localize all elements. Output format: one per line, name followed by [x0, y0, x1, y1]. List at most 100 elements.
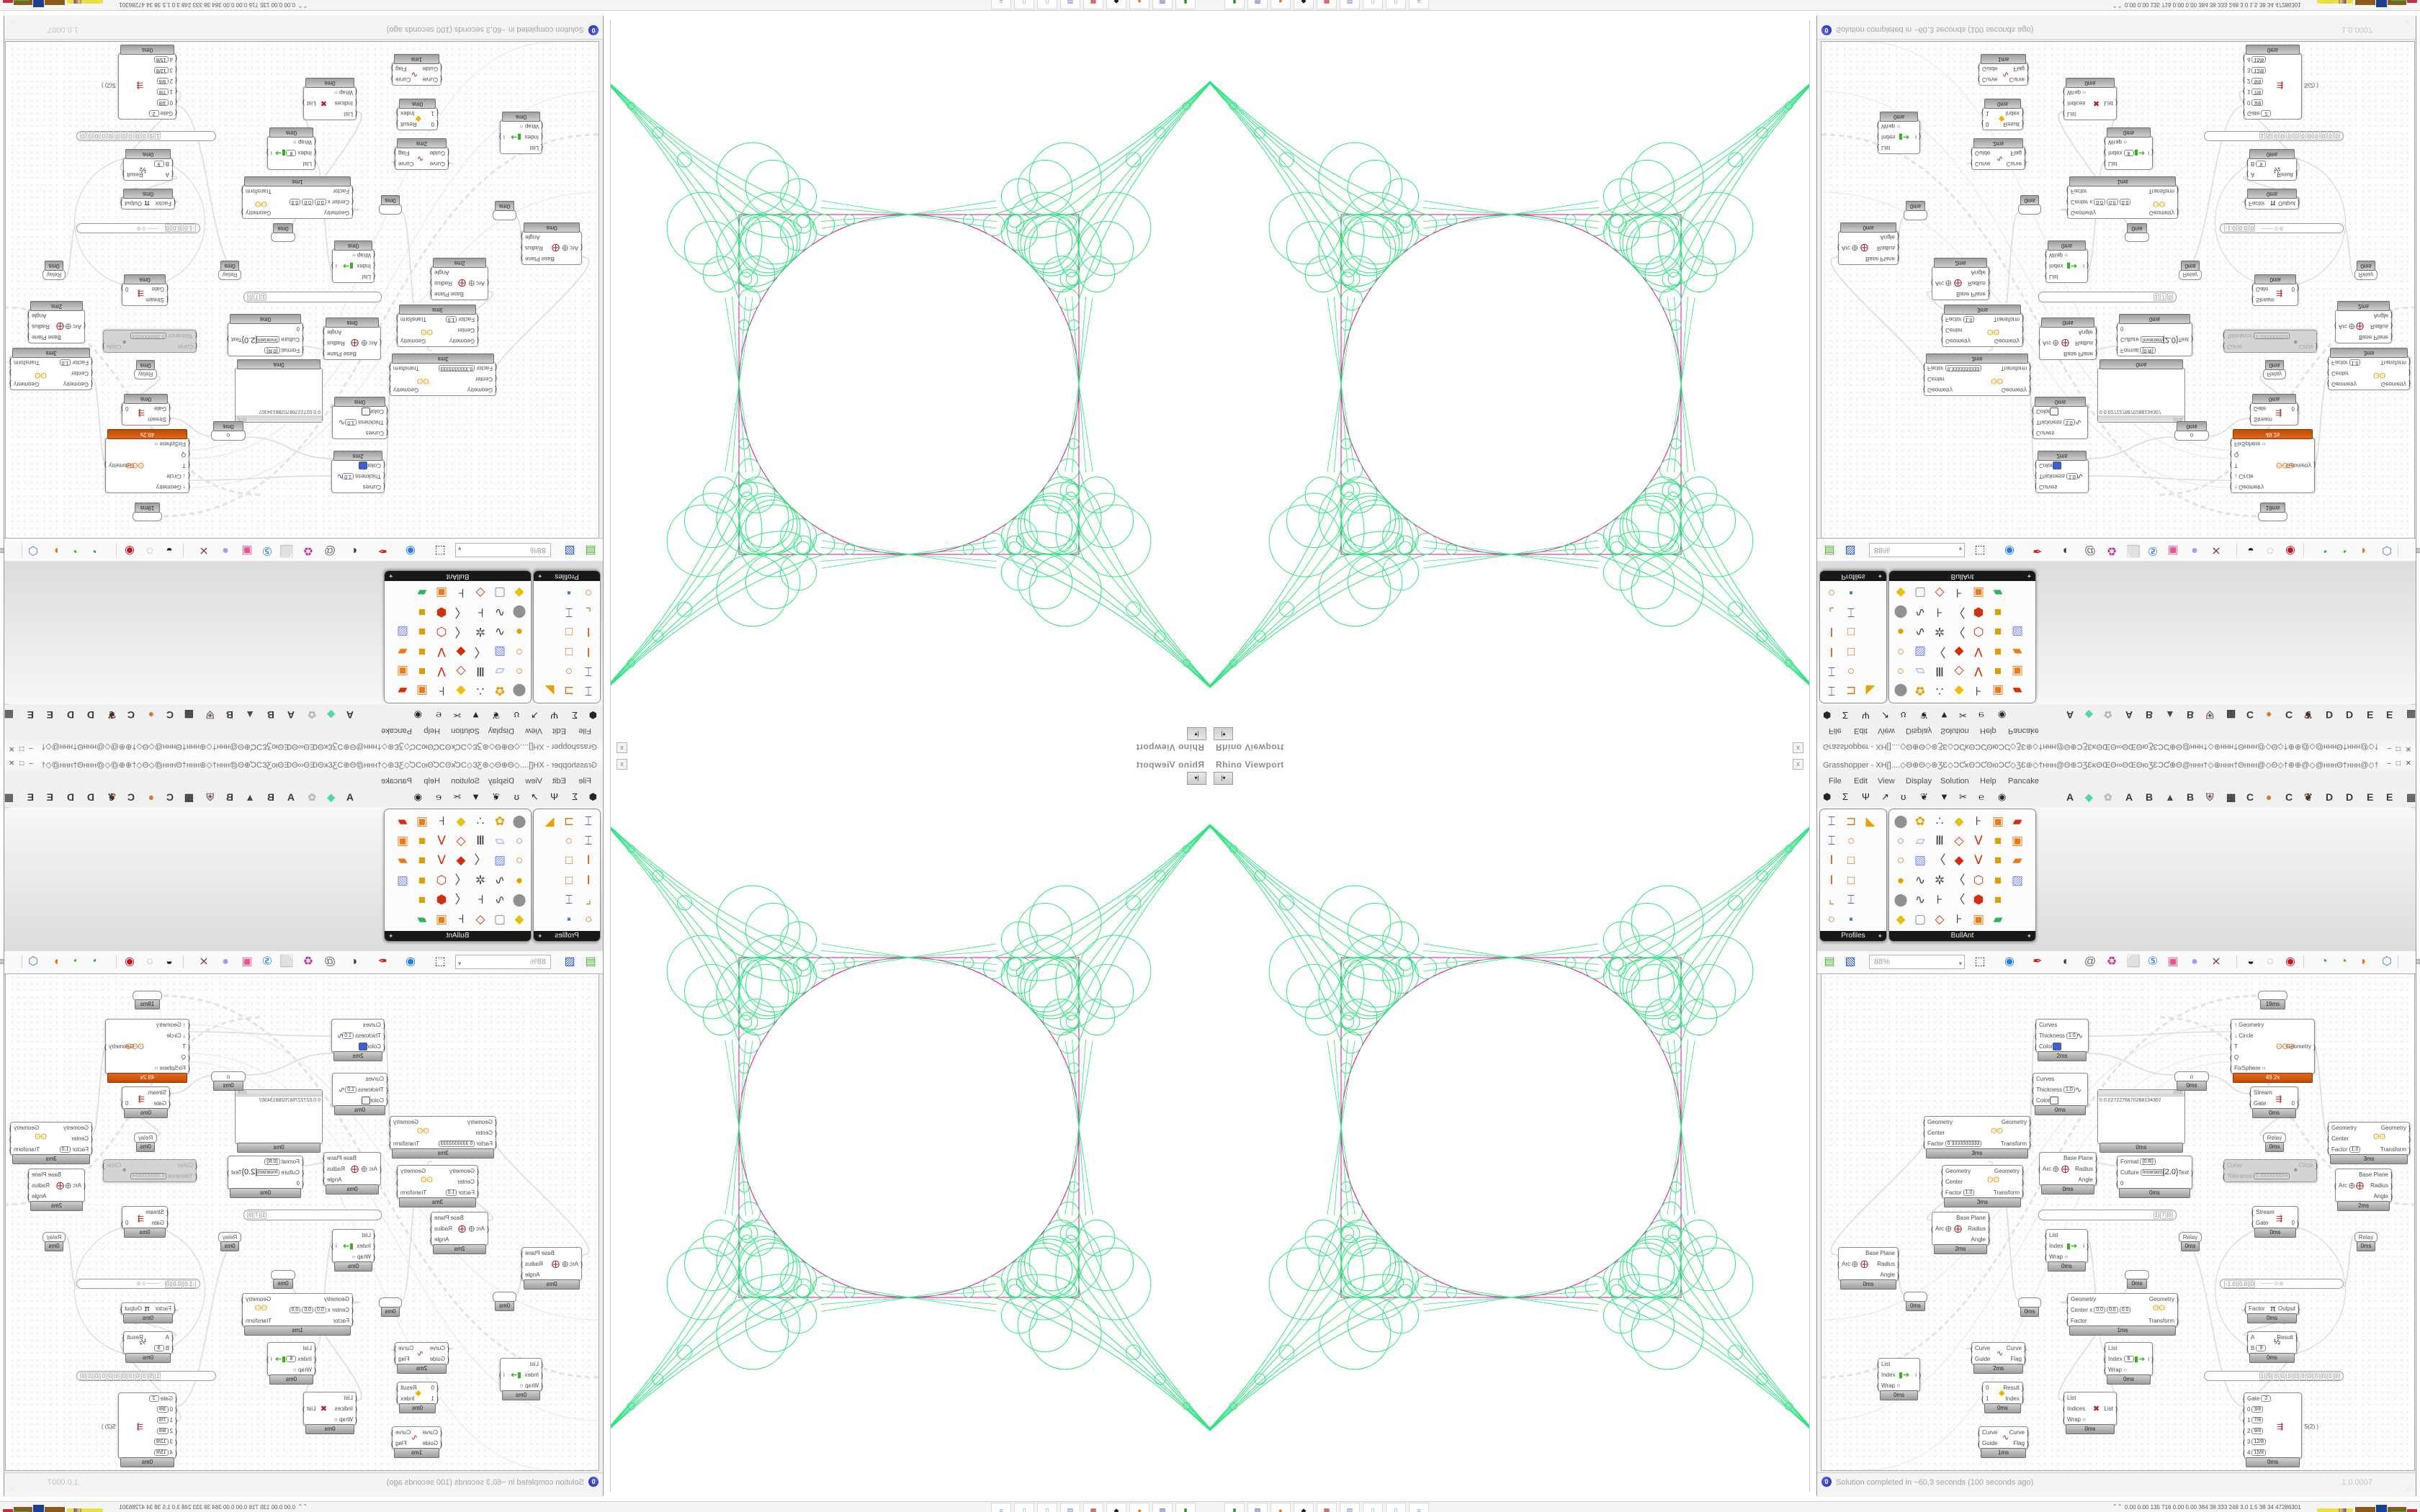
palette-component-icon[interactable]: ▣	[396, 665, 409, 679]
notepad-app-icon[interactable]: ▯	[1037, 1503, 1057, 1512]
palette-component-icon[interactable]: ▣	[1972, 585, 1985, 600]
sketch-pen-icon[interactable]: ✒	[377, 955, 387, 968]
notepad2-app-icon[interactable]: ▯	[1014, 1503, 1034, 1512]
grasshopper-canvas[interactable]: (Curves(Thickness 1.0(Color ∿ 2ms(Curves(Th…	[1821, 973, 2415, 1471]
palette-component-icon[interactable]: ○	[1896, 665, 1905, 679]
palette-title-bullant[interactable]: BullAnt ✦	[1889, 931, 2035, 941]
menu-display[interactable]: Display	[488, 726, 514, 735]
palette-component-icon[interactable]: ■	[1994, 853, 2002, 868]
tab-category-icon[interactable]: ◉	[413, 791, 422, 802]
menu-file[interactable]: File	[1829, 726, 1842, 735]
open-file-icon[interactable]: ▤	[1824, 955, 1835, 968]
sketch-pen-icon[interactable]: ✒	[2033, 544, 2043, 557]
tab-plugin[interactable]: A	[2125, 709, 2133, 721]
palette-expand-icon[interactable]: ✦	[388, 932, 394, 940]
palette-component-icon[interactable]: ◆	[1896, 912, 1906, 927]
tab-plugin[interactable]: ▦	[2226, 709, 2236, 721]
gh-node[interactable]: (Curve Circle)(Tolerance 0.0000000004 ●	[2223, 330, 2318, 353]
menu-solution[interactable]: Solution	[1940, 777, 1969, 786]
gh-relay-node[interactable]: 0ms	[2018, 1297, 2041, 1317]
gh-relay-node[interactable]: Relay 0ms	[218, 1232, 241, 1251]
palette-component-icon[interactable]: ✿	[494, 684, 506, 698]
tab-category-icon[interactable]: ✂	[1959, 710, 1967, 721]
palette-component-icon[interactable]: ○	[515, 644, 524, 659]
zoom-level-combo[interactable]: 88% ▾	[1869, 543, 1965, 557]
tab-category-icon[interactable]: ▼	[471, 791, 480, 802]
gh-node[interactable]: Base Plane)(Arc ⨁ Radius) Angle) ⨁ 0ms	[521, 222, 583, 265]
palette-component-icon[interactable]: ▰	[398, 684, 408, 698]
palette-component-icon[interactable]: ▣	[1991, 684, 2004, 698]
torus-icon[interactable]: ◌	[146, 955, 153, 968]
palette-component-icon[interactable]: ▣	[2011, 833, 2024, 847]
gh-node-curves[interactable]: (Curves(Thickness 1.0(Color ∿ 0ms	[332, 397, 388, 439]
palette-component-icon[interactable]: ▣	[1991, 814, 2004, 828]
gh-relay-node[interactable]: 19ms	[133, 991, 162, 1009]
palette-component-icon[interactable]: 〈	[474, 644, 487, 659]
dna-icon[interactable]: ⨯	[2211, 955, 2221, 968]
palette-component-icon[interactable]: ◇	[1935, 585, 1945, 600]
gh-node-gate-select[interactable]: (Gate 2(0 3/8(1 7/8(2 9/8(3 12/8(4 15/8 ⇶ S(2) )…	[102, 1392, 177, 1467]
palette-component-icon[interactable]: ⌞	[586, 892, 591, 906]
gh-node[interactable]: (0 Result)(1 Index) ◆ 0ms	[1981, 99, 2024, 130]
gh-node[interactable]: (0 Result)(1 Index) ◆ 0ms	[396, 1382, 439, 1413]
gh-node[interactable]: (Curve Circle)(Tolerance 0.0000000004 ●	[2223, 1159, 2318, 1182]
gh-node[interactable]: Base Plane)(Arc ⨁ Radius) Angle) ⨁ 2ms	[27, 1169, 86, 1211]
domain-widget[interactable]: -1.0 0.0 0 ╌╌╌╌ 0-⚙	[2220, 1279, 2344, 1289]
palette-component-icon[interactable]: ∴	[1935, 684, 1944, 698]
palette-component-icon[interactable]: ■	[418, 606, 426, 620]
tab-plugin[interactable]: E	[46, 791, 53, 803]
cylinder-red-icon[interactable]: ◉	[125, 955, 135, 968]
mask-app-icon[interactable]: ◆	[1106, 0, 1126, 9]
menu-display[interactable]: Display	[1906, 726, 1932, 735]
palette-component-icon[interactable]: ⌞	[1829, 892, 1834, 906]
palette-component-icon[interactable]: Ⅰ	[1829, 873, 1834, 887]
dna-icon[interactable]: ⨯	[2211, 544, 2221, 557]
grasshopper-canvas[interactable]: (Curves(Thickness 1.0(Color ∿ 2ms(Curves(Th…	[5, 973, 599, 1471]
tab-category-icon[interactable]: ✂	[453, 791, 461, 802]
palette-component-icon[interactable]: ◇	[475, 585, 485, 600]
gh-node[interactable]: Base Plane)(Arc ⨁ Radius) Angle) ⨁ 2ms	[430, 1212, 489, 1254]
palette-component-icon[interactable]: ✲	[1934, 625, 1945, 639]
preview-eye-icon[interactable]: ◉	[2004, 955, 2015, 968]
gh-node[interactable]: (A Result)(B 9 ½ 0ms	[122, 149, 174, 181]
domain-widget[interactable]: -1.0 0.0 0 ╌╌╌╌ 0-⚙	[76, 223, 200, 233]
palette-component-icon[interactable]: ⊦	[1955, 912, 1963, 927]
palette-component-icon[interactable]: Ⅴ	[1974, 853, 1983, 868]
balloon-icon[interactable]: ●	[2191, 544, 2198, 557]
menu-edit[interactable]: Edit	[552, 726, 566, 735]
pin-teal-icon[interactable]: ◔	[2321, 955, 2328, 968]
gh-node[interactable]: (Geometry Geometry)(Center x 0.0 0.0 0.0(Fac…	[2066, 176, 2179, 219]
gh-relay-node[interactable]: Relay 0ms	[2263, 360, 2286, 379]
menu-view[interactable]: View	[525, 726, 542, 735]
tab-plugin[interactable]: A	[287, 791, 295, 803]
floppy-app-icon[interactable]: ▧	[1247, 1503, 1268, 1512]
firefox-app-icon[interactable]: ●	[1270, 0, 1291, 9]
palette-title-profiles[interactable]: Profiles ✦	[1820, 931, 1886, 941]
notepad2-app-icon[interactable]: ▯	[1386, 1503, 1406, 1512]
gh-relay-node[interactable]: 0ms	[493, 201, 516, 220]
chevron-down-icon[interactable]: ▾	[1958, 545, 1962, 552]
gh-relay-node[interactable]: 0ms	[379, 1297, 402, 1317]
pin-green-icon[interactable]: ◔	[73, 955, 80, 968]
gh-node[interactable]: (List(Indices List)(Wrap ○ ✖ 0ms	[2063, 78, 2118, 120]
open-file-icon[interactable]: ▤	[1824, 544, 1835, 557]
palette-component-icon[interactable]: ▪	[566, 912, 572, 927]
save-file-icon[interactable]: ▧	[1845, 544, 1856, 557]
palette-component-icon[interactable]: ◆	[456, 684, 466, 698]
torus-icon[interactable]: ◌	[2267, 955, 2274, 968]
palette-component-icon[interactable]: ▨	[2011, 873, 2024, 887]
palette-component-icon[interactable]: ▰	[2012, 684, 2022, 698]
at-icon[interactable]: @	[2084, 955, 2097, 968]
menu-edit[interactable]: Edit	[552, 777, 566, 786]
tab-category-icon[interactable]: ✂	[453, 710, 461, 721]
tab-plugin[interactable]: B	[2187, 709, 2195, 721]
tab-category-icon[interactable]: ⬢	[588, 791, 597, 802]
tab-plugin[interactable]: D	[2326, 791, 2334, 803]
domain-widget[interactable]: -1.0 0.0 0 ╌╌╌╌ 0-⚙	[2220, 223, 2344, 233]
notepad2-app-icon[interactable]: ▯	[1386, 0, 1406, 9]
tab-category-icon[interactable]: Ψ	[550, 710, 558, 721]
palette-component-icon[interactable]: ▰	[2012, 644, 2022, 659]
palette-component-icon[interactable]: ▧	[493, 853, 506, 868]
